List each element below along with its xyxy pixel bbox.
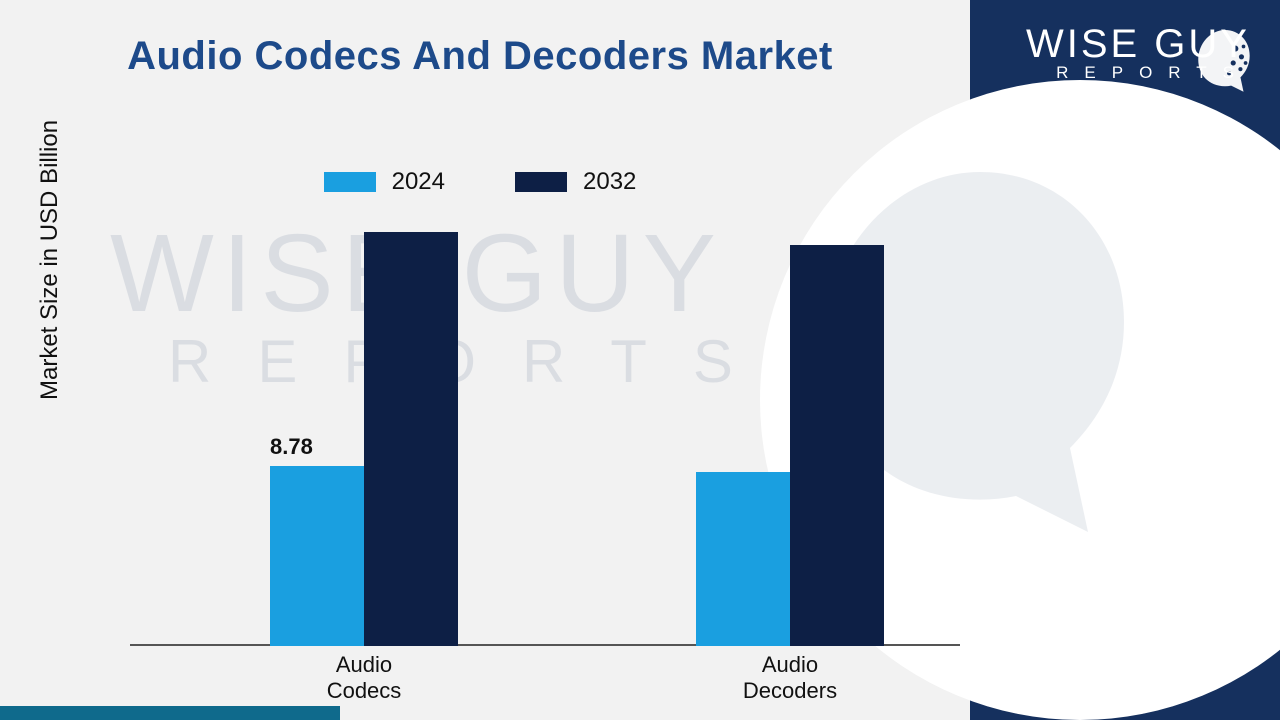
category-label-1: AudioDecoders	[690, 652, 890, 705]
bar-2024-0	[270, 466, 364, 646]
y-axis-label: Market Size in USD Billion	[36, 120, 64, 400]
legend-item-2024: 2024	[324, 168, 445, 196]
data-label-0_2024: 8.78	[270, 434, 313, 460]
brand-text: WISE GUY REPORTS	[1026, 22, 1250, 83]
bar-2032-0	[364, 232, 458, 646]
legend-swatch-2032	[515, 172, 567, 192]
plot-area: 8.78	[130, 216, 960, 646]
legend-swatch-2024	[324, 172, 376, 192]
legend-label-2024: 2024	[392, 168, 445, 196]
brand-line2: REPORTS	[1026, 63, 1250, 83]
legend-item-2032: 2032	[515, 168, 636, 196]
chart-canvas: WISE GUY REPORTS WISE GUY REPORTS Audio …	[0, 0, 1280, 720]
bar-2024-1	[696, 472, 790, 646]
bar-2032-1	[790, 245, 884, 646]
legend: 2024 2032	[0, 168, 960, 196]
category-label-0: AudioCodecs	[264, 652, 464, 705]
legend-label-2032: 2032	[583, 168, 636, 196]
footer-accent-bar	[0, 706, 340, 720]
brand-line1: WISE GUY	[1026, 22, 1250, 67]
chart-title: Audio Codecs And Decoders Market	[0, 34, 960, 79]
